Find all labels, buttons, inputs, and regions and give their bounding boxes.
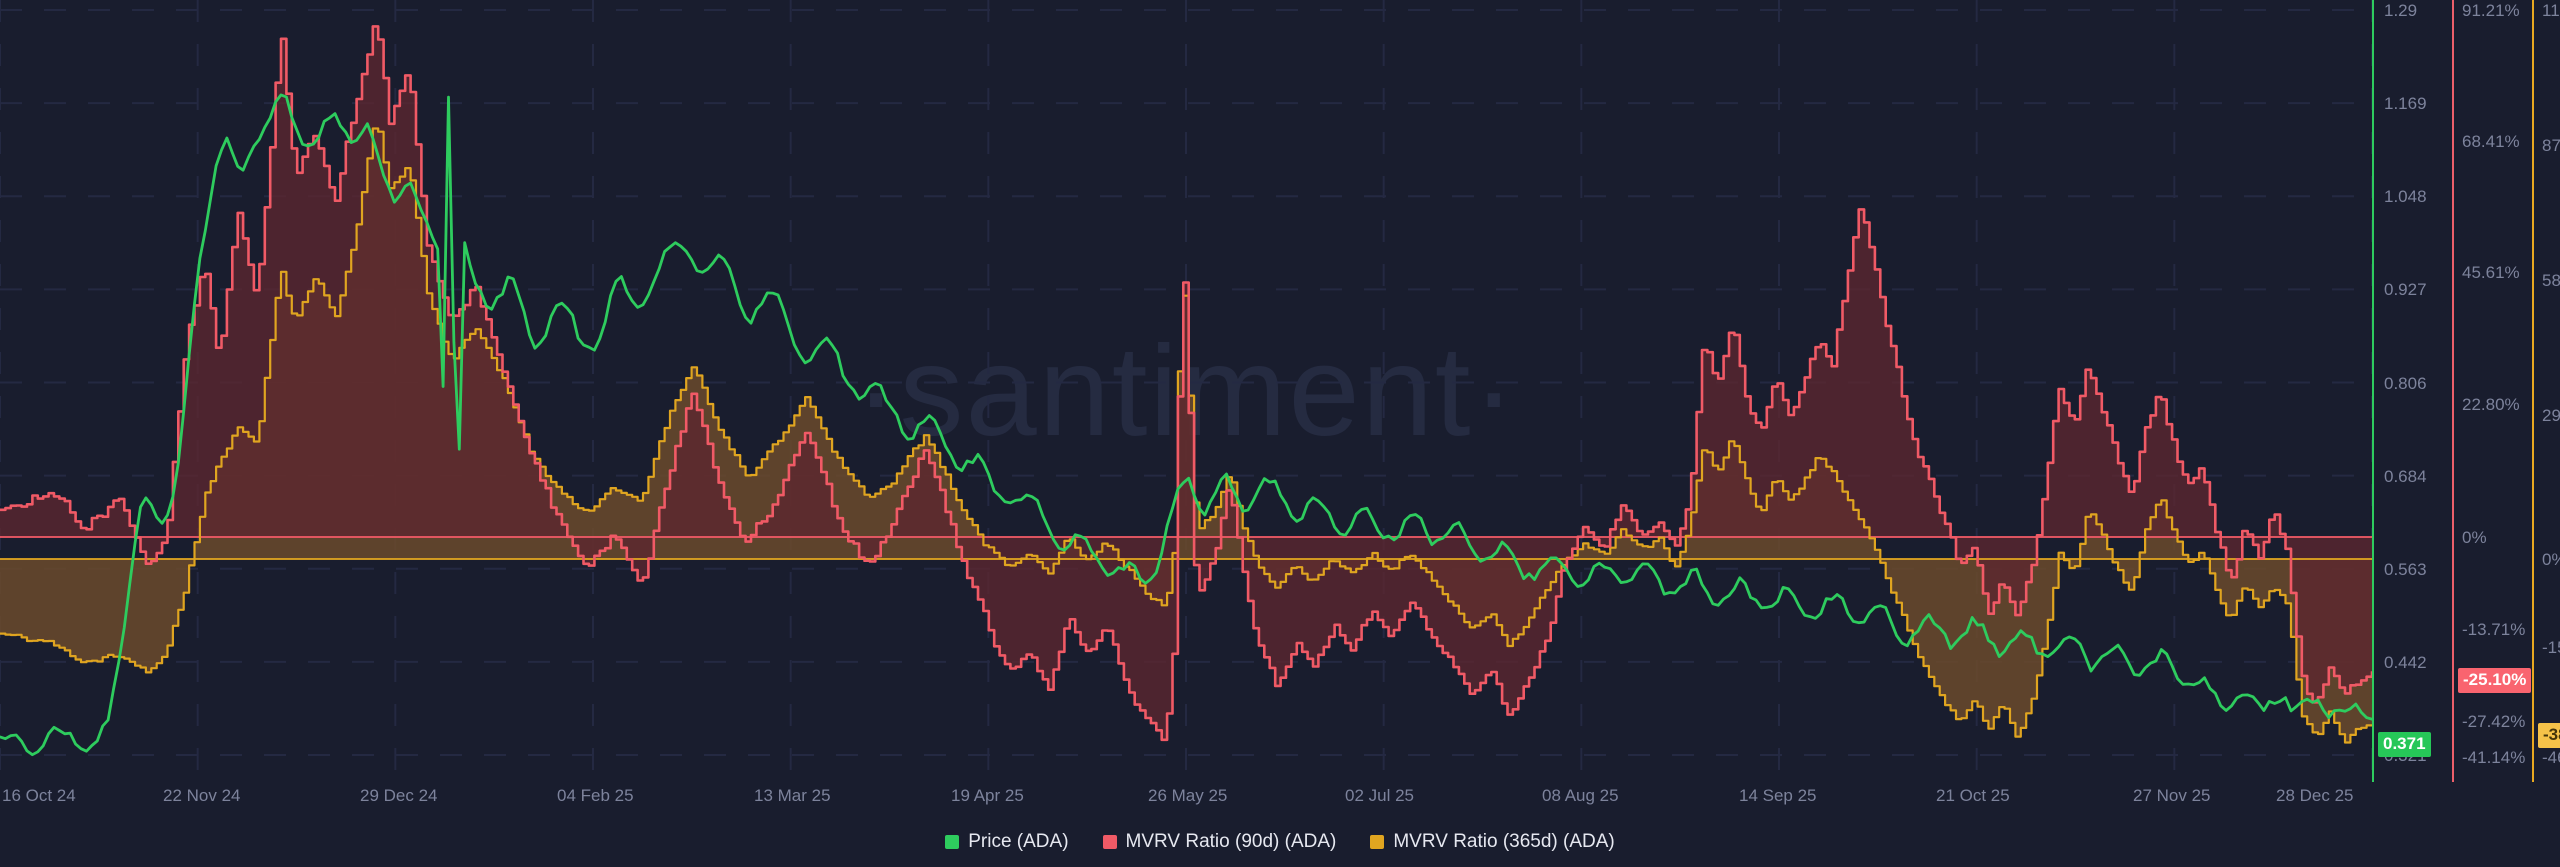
axis-mvrv90-tick: 0% bbox=[2462, 528, 2487, 547]
axis-mvrv365-tick: 87.38% bbox=[2542, 136, 2560, 155]
x-axis-tick: 14 Sep 25 bbox=[1739, 786, 1817, 805]
price-current-value-badge: 0.371 bbox=[2378, 732, 2431, 757]
chart-canvas bbox=[0, 0, 2372, 782]
axis-price-tick: 1.169 bbox=[2384, 94, 2427, 114]
axis-mvrv365-tick: 116.50% bbox=[2542, 1, 2560, 20]
axis-price-tick: 1.048 bbox=[2384, 187, 2427, 207]
axis-mvrv365-tick: -46.10% bbox=[2542, 748, 2560, 767]
axis-price-tick: 0.806 bbox=[2384, 373, 2427, 393]
x-axis-tick: 27 Nov 25 bbox=[2133, 786, 2211, 805]
legend-swatch-mvrv365-icon bbox=[1370, 835, 1385, 849]
mvrv90-area bbox=[0, 26, 2372, 740]
plot-area[interactable]: ·santiment· bbox=[0, 0, 2372, 782]
axis-mvrv90-tick: 68.41% bbox=[2462, 132, 2520, 151]
mvrv90-line bbox=[0, 25, 2372, 742]
axis-mvrv365-tick: 0% bbox=[2542, 550, 2560, 569]
legend-label-mvrv90: MVRV Ratio (90d) (ADA) bbox=[1125, 831, 1337, 852]
price-line bbox=[0, 93, 2372, 757]
price-axis[interactable]: 1.29 1.169 1.048 0.927 0.806 0.684 0.563 0.442 0… bbox=[2378, 0, 2452, 782]
x-axis: 16 Oct 24 22 Nov 24 29 Dec 24 04 Feb 25 13 M… bbox=[0, 786, 2372, 812]
x-axis-tick: 26 May 25 bbox=[1148, 786, 1228, 805]
x-axis-tick: 08 Aug 25 bbox=[1542, 786, 1619, 805]
chart-legend: Price (ADA) MVRV Ratio (90d) (ADA) MVRV Ra… bbox=[0, 832, 2560, 852]
axis-mvrv90-tick: 91.21% bbox=[2462, 1, 2520, 20]
mvrv365-current-value-badge: -38.84% bbox=[2538, 723, 2560, 748]
axis-mvrv365-tick: -15.37% bbox=[2542, 638, 2560, 657]
axis-mvrv90-tick: -27.42% bbox=[2462, 712, 2526, 731]
x-axis-tick: 22 Nov 24 bbox=[163, 786, 241, 805]
legend-swatch-mvrv90-icon bbox=[1102, 835, 1117, 849]
legend-label-mvrv365: MVRV Ratio (365d) (ADA) bbox=[1393, 831, 1615, 852]
x-axis-tick: 21 Oct 25 bbox=[1936, 786, 2010, 805]
axis-mvrv365-tick: 58.25% bbox=[2542, 271, 2560, 290]
axis-mvrv90-tick: -13.71% bbox=[2462, 620, 2526, 639]
x-axis-tick: 13 Mar 25 bbox=[754, 786, 831, 805]
price-axis-line bbox=[2372, 0, 2374, 782]
x-axis-tick: 19 Apr 25 bbox=[951, 786, 1024, 805]
x-axis-tick: 16 Oct 24 bbox=[2, 786, 76, 805]
legend-item-mvrv90[interactable]: MVRV Ratio (90d) (ADA) bbox=[1102, 831, 1337, 852]
legend-item-price[interactable]: Price (ADA) bbox=[945, 831, 1069, 852]
axis-mvrv365-tick: 29.13% bbox=[2542, 406, 2560, 425]
x-axis-tick: 04 Feb 25 bbox=[557, 786, 634, 805]
mvrv90-axis[interactable]: 91.21% 68.41% 45.61% 22.80% 0% -13.71% -27.42%… bbox=[2456, 0, 2532, 782]
mvrv365-axis[interactable]: 116.50%87.38%58.25%29.13%0%-15.37%-30.73… bbox=[2536, 0, 2560, 782]
legend-item-mvrv365[interactable]: MVRV Ratio (365d) (ADA) bbox=[1370, 831, 1615, 852]
x-axis-tick: 02 Jul 25 bbox=[1345, 786, 1414, 805]
x-axis-tick: 29 Dec 24 bbox=[360, 786, 438, 805]
axis-mvrv90-tick: -41.14% bbox=[2462, 748, 2526, 767]
axis-price-tick: 0.563 bbox=[2384, 559, 2427, 579]
axis-mvrv90-tick: 22.80% bbox=[2462, 395, 2520, 414]
legend-label-price: Price (ADA) bbox=[968, 831, 1069, 852]
axis-price-tick: 0.684 bbox=[2384, 466, 2427, 486]
mvrv365-axis-line bbox=[2532, 0, 2534, 782]
axis-price-tick: 0.927 bbox=[2384, 280, 2427, 300]
legend-swatch-price-icon bbox=[945, 835, 960, 849]
mvrv90-axis-line bbox=[2452, 0, 2454, 782]
mvrv90-current-value-badge: -25.10% bbox=[2458, 668, 2532, 693]
axis-price-tick: 0.442 bbox=[2384, 652, 2427, 672]
axis-price-tick: 1.29 bbox=[2384, 1, 2418, 20]
axis-mvrv90-tick: 45.61% bbox=[2462, 263, 2520, 282]
x-axis-tick: 28 Dec 25 bbox=[2276, 786, 2354, 805]
